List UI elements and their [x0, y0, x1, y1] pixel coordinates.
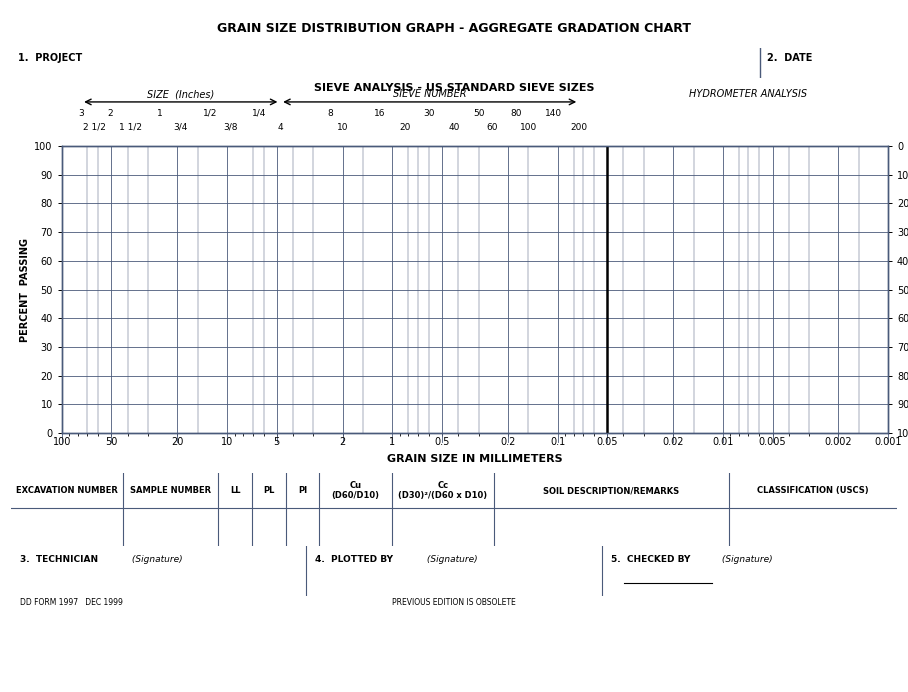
Text: (Signature): (Signature)	[424, 556, 478, 565]
Text: EXCAVATION NUMBER: EXCAVATION NUMBER	[16, 486, 118, 495]
Text: 1/4: 1/4	[252, 109, 267, 118]
Bar	[11, 508, 897, 546]
Text: GRAIN SIZE IN MILLIMETERS: GRAIN SIZE IN MILLIMETERS	[387, 455, 563, 464]
Text: SAMPLE NUMBER: SAMPLE NUMBER	[130, 486, 212, 495]
Text: 20: 20	[400, 122, 410, 131]
Text: 0.001: 0.001	[874, 437, 902, 447]
Text: 4.  PLOTTED BY: 4. PLOTTED BY	[315, 556, 396, 565]
Text: DD FORM 1997   DEC 1999: DD FORM 1997 DEC 1999	[20, 598, 123, 608]
Text: 0.5: 0.5	[434, 437, 449, 447]
Text: 2.  DATE: 2. DATE	[767, 53, 813, 64]
Text: 0.005: 0.005	[759, 437, 786, 447]
Text: 0.002: 0.002	[824, 437, 852, 447]
Text: 30: 30	[424, 109, 435, 118]
Text: 20: 20	[171, 437, 183, 447]
Text: PL: PL	[263, 486, 274, 495]
Text: PI: PI	[298, 486, 307, 495]
Text: 3/8: 3/8	[223, 122, 238, 131]
Text: 40: 40	[449, 122, 460, 131]
Text: 3/4: 3/4	[173, 122, 188, 131]
Text: 140: 140	[546, 109, 563, 118]
Text: 1: 1	[390, 437, 395, 447]
Text: 0.2: 0.2	[500, 437, 516, 447]
Text: LL: LL	[230, 486, 241, 495]
Text: 200: 200	[570, 122, 587, 131]
Text: 100: 100	[53, 437, 71, 447]
Text: 10: 10	[337, 122, 349, 131]
Text: 80: 80	[511, 109, 522, 118]
Y-axis label: PERCENT  PASSING: PERCENT PASSING	[20, 237, 30, 342]
Text: SIEVE NUMBER: SIEVE NUMBER	[393, 89, 467, 100]
Text: SOIL DESCRIPTION/REMARKS: SOIL DESCRIPTION/REMARKS	[543, 486, 679, 495]
Text: 5.  CHECKED BY: 5. CHECKED BY	[610, 556, 693, 565]
Text: 3.  TECHNICIAN: 3. TECHNICIAN	[20, 556, 101, 565]
Text: 60: 60	[486, 122, 498, 131]
Text: 50: 50	[474, 109, 485, 118]
Text: 2: 2	[340, 437, 346, 447]
Text: HYDROMETER ANALYSIS: HYDROMETER ANALYSIS	[688, 89, 806, 100]
Text: SIEVE ANALYSIS - US STANDARD SIEVE SIZES: SIEVE ANALYSIS - US STANDARD SIEVE SIZES	[314, 83, 594, 93]
Text: 1/2: 1/2	[202, 109, 217, 118]
Text: 0.01: 0.01	[712, 437, 734, 447]
Text: 10: 10	[221, 437, 233, 447]
Text: (Signature): (Signature)	[719, 556, 773, 565]
Text: (Signature): (Signature)	[129, 556, 183, 565]
Text: SIZE  (Inches): SIZE (Inches)	[147, 89, 214, 100]
Text: 50: 50	[105, 437, 118, 447]
Text: CLASSIFICATION (USCS): CLASSIFICATION (USCS)	[757, 486, 869, 495]
Text: 3: 3	[78, 109, 84, 118]
Text: 0.1: 0.1	[550, 437, 565, 447]
Text: 16: 16	[374, 109, 386, 118]
Text: 1: 1	[157, 109, 163, 118]
Text: 1.  PROJECT: 1. PROJECT	[18, 53, 83, 64]
Text: 100: 100	[520, 122, 538, 131]
Text: 5: 5	[273, 437, 280, 447]
Text: 4: 4	[278, 122, 283, 131]
Text: 2 1/2: 2 1/2	[83, 122, 105, 131]
Text: 0.02: 0.02	[662, 437, 684, 447]
Text: Cu
(D60/D10): Cu (D60/D10)	[331, 481, 380, 500]
Text: 8: 8	[327, 109, 333, 118]
Text: GRAIN SIZE DISTRIBUTION GRAPH - AGGREGATE GRADATION CHART: GRAIN SIZE DISTRIBUTION GRAPH - AGGREGAT…	[217, 21, 691, 35]
Text: 0.05: 0.05	[597, 437, 618, 447]
Text: 2: 2	[107, 109, 114, 118]
Text: Cc
(D30)²/(D60 x D10): Cc (D30)²/(D60 x D10)	[399, 481, 488, 500]
Text: PREVIOUS EDITION IS OBSOLETE: PREVIOUS EDITION IS OBSOLETE	[392, 598, 516, 608]
Text: 1 1/2: 1 1/2	[120, 122, 143, 131]
